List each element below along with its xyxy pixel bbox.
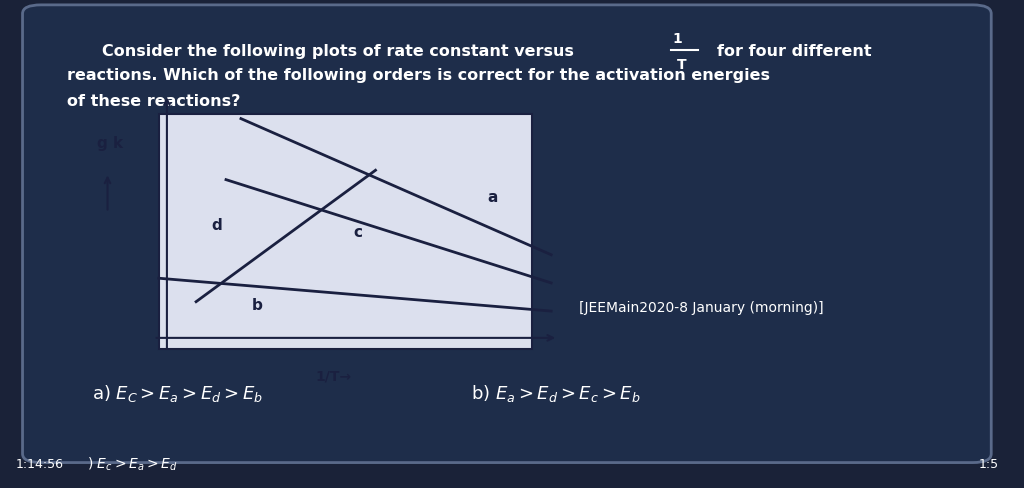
Text: reactions. Which of the following orders is correct for the activation energies: reactions. Which of the following orders… (67, 68, 770, 83)
Text: b: b (252, 297, 263, 312)
Text: g k: g k (97, 135, 124, 150)
FancyBboxPatch shape (159, 115, 532, 349)
Text: 1: 1 (673, 32, 683, 46)
Text: T: T (677, 58, 686, 71)
Text: c: c (353, 224, 362, 239)
Text: a: a (487, 189, 498, 204)
Text: for four different: for four different (717, 44, 871, 59)
Text: b) $E_a > E_d > E_c > E_b$: b) $E_a > E_d > E_c > E_b$ (471, 383, 641, 403)
Text: 1:14:56: 1:14:56 (15, 457, 63, 470)
Text: 1/T→: 1/T→ (315, 369, 352, 383)
Text: a) $E_C > E_a > E_d > E_b$: a) $E_C > E_a > E_d > E_b$ (92, 383, 263, 403)
Text: ) $E_c > E_a > E_d$: ) $E_c > E_a > E_d$ (87, 455, 177, 472)
Text: of these reactions?: of these reactions? (67, 94, 240, 108)
Text: [JEEMain2020-8 January (morning)]: [JEEMain2020-8 January (morning)] (579, 301, 823, 314)
Text: 1:5: 1:5 (978, 457, 998, 470)
Text: Consider the following plots of rate constant versus: Consider the following plots of rate con… (102, 44, 574, 59)
Text: d: d (211, 217, 222, 232)
FancyBboxPatch shape (23, 6, 991, 463)
